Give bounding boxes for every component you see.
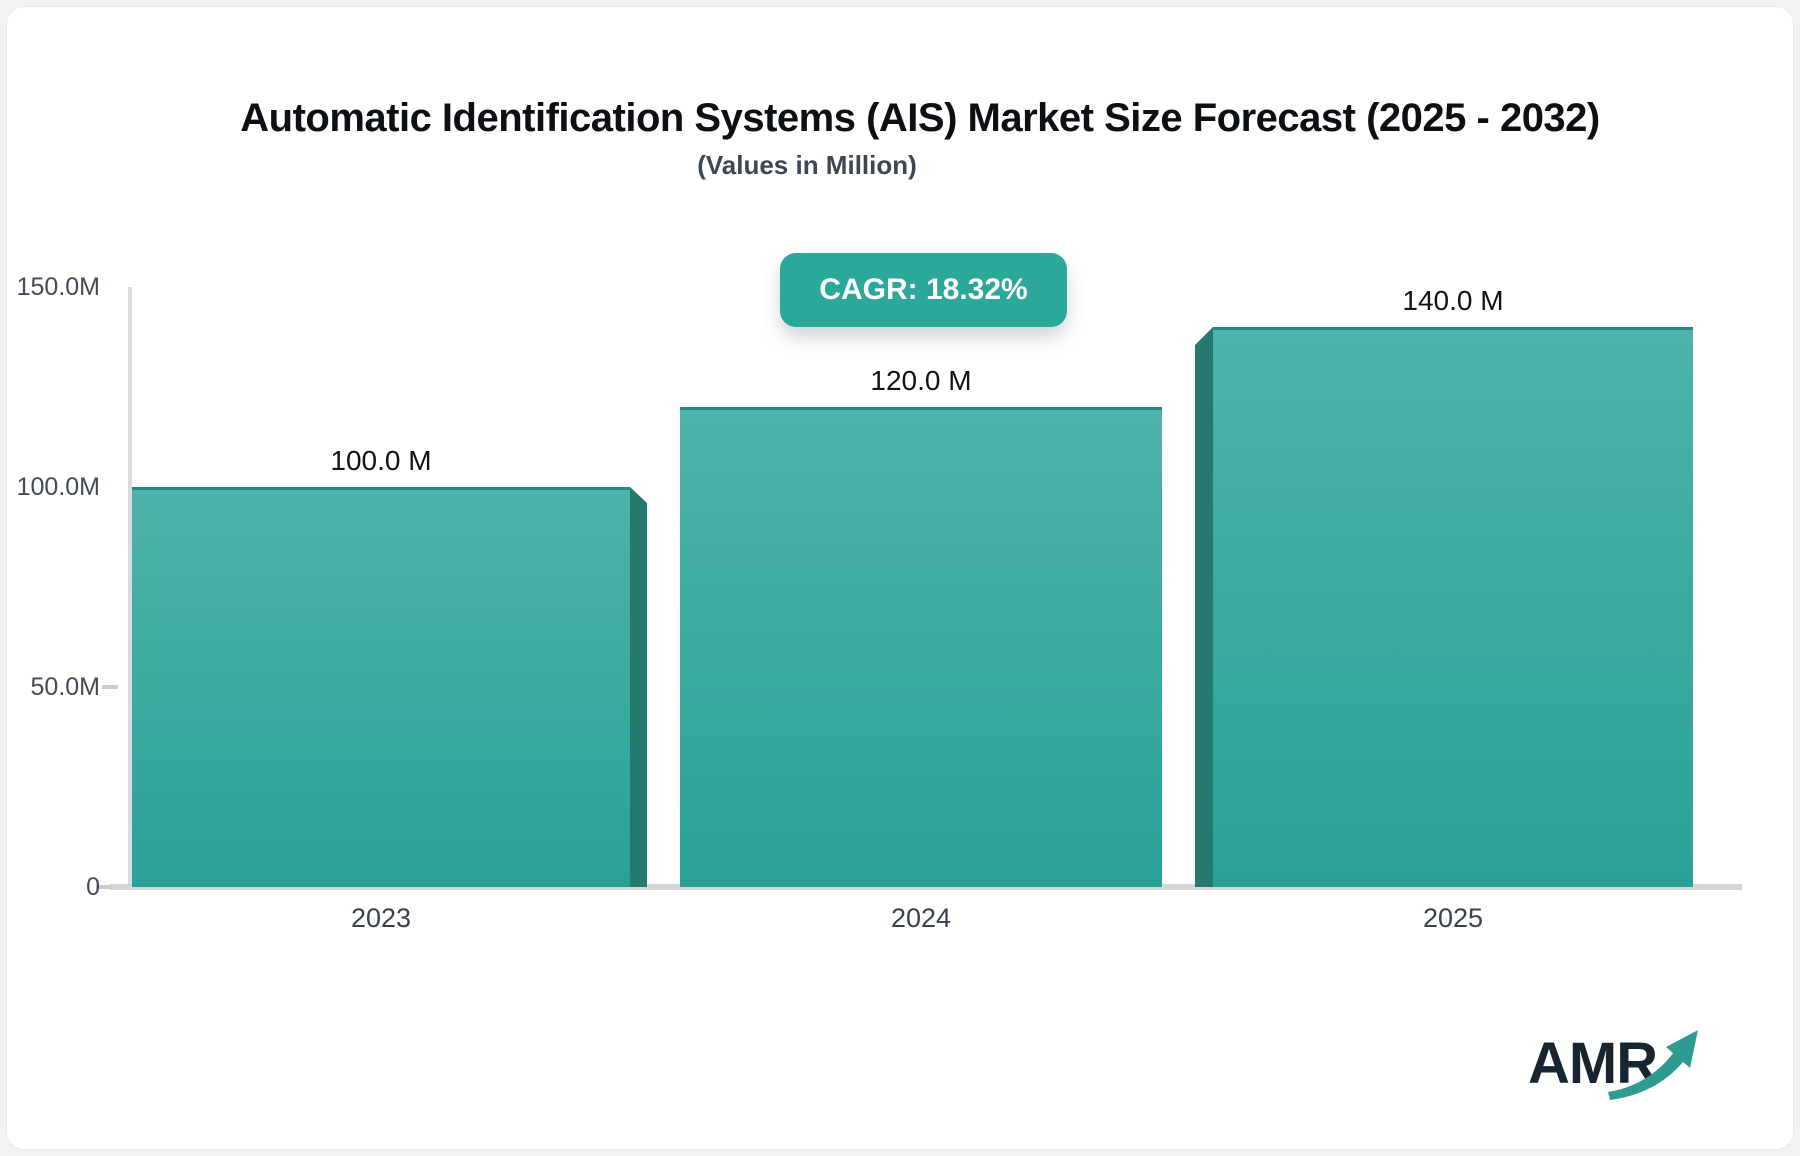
cagr-badge-label: CAGR: 18.32% bbox=[819, 273, 1028, 306]
y-axis-label: 150.0M bbox=[16, 273, 100, 301]
bar-2025-face bbox=[1213, 327, 1693, 887]
bar-2025-value-label: 140.0 M bbox=[1402, 285, 1504, 316]
bar-2024-value-label: 120.0 M bbox=[870, 365, 972, 396]
y-axis-tick bbox=[102, 685, 118, 689]
bar-2023-value-label: 100.0 M bbox=[330, 445, 432, 476]
x-axis-label-2025: 2025 bbox=[1422, 903, 1484, 933]
x-axis-label-2023: 2023 bbox=[350, 903, 412, 933]
bar-2023-face bbox=[132, 487, 630, 887]
y-axis-line bbox=[128, 287, 132, 888]
chart-subtitle: (Values in Million) bbox=[697, 150, 917, 180]
bar-2023: 100.0 M 2023 bbox=[132, 445, 647, 933]
bar-2024-face bbox=[680, 407, 1162, 887]
y-axis-tick bbox=[96, 885, 112, 889]
chart-title: Automatic Identification Systems (AIS) M… bbox=[240, 96, 1600, 140]
bar-2023-side-3d bbox=[630, 487, 647, 887]
y-axis-label: 0 bbox=[86, 873, 100, 901]
y-axis-label: 50.0M bbox=[30, 673, 100, 701]
bar-2024: 120.0 M 2024 bbox=[680, 365, 1162, 933]
x-axis-baseline bbox=[110, 884, 1742, 890]
bar-2025-side-3d bbox=[1195, 327, 1213, 887]
growth-arrow-icon bbox=[1608, 1030, 1698, 1100]
y-axis-label: 100.0M bbox=[16, 473, 100, 501]
bar-2025: 140.0 M 2025 bbox=[1195, 285, 1693, 933]
amr-logo: AMR bbox=[1528, 1030, 1728, 1120]
cagr-badge: CAGR: 18.32% bbox=[780, 253, 1067, 327]
x-axis-label-2024: 2024 bbox=[890, 903, 952, 933]
